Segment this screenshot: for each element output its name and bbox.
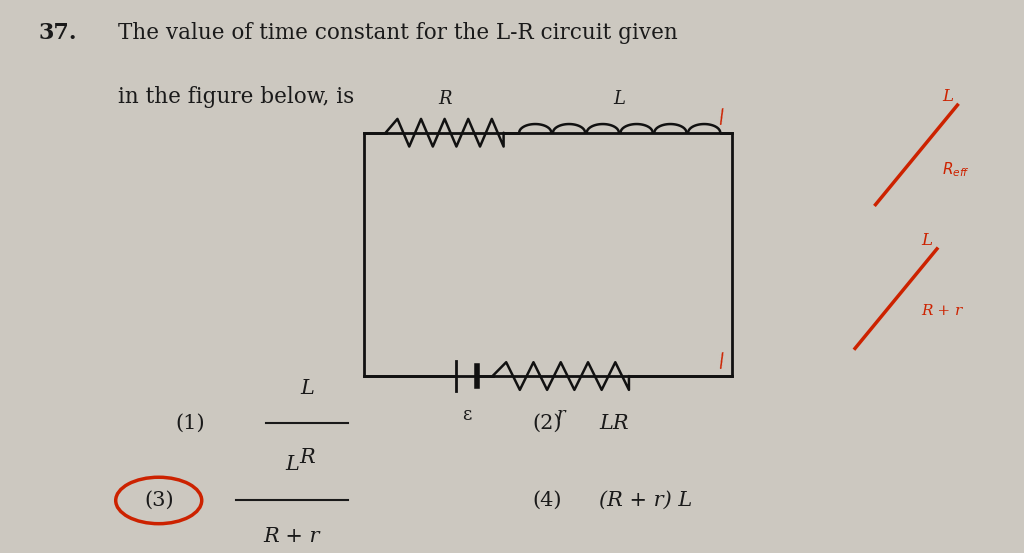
Text: L: L xyxy=(300,379,314,398)
Text: r: r xyxy=(556,406,565,425)
Text: $R_{eff}$: $R_{eff}$ xyxy=(942,160,970,179)
Text: L: L xyxy=(285,455,299,474)
Text: (1): (1) xyxy=(175,414,205,432)
Text: /: / xyxy=(717,107,727,127)
Text: (2): (2) xyxy=(532,414,562,432)
Text: LR: LR xyxy=(599,414,629,432)
Text: L: L xyxy=(613,90,626,108)
Text: The value of time constant for the L-R circuit given: The value of time constant for the L-R c… xyxy=(118,22,678,44)
Text: R + r: R + r xyxy=(922,304,963,318)
Text: R: R xyxy=(438,90,452,108)
Text: R + r: R + r xyxy=(263,527,321,546)
Text: R: R xyxy=(299,448,315,467)
Bar xyxy=(364,133,732,376)
Text: in the figure below, is: in the figure below, is xyxy=(118,86,354,108)
Text: (4): (4) xyxy=(532,491,562,510)
Text: /: / xyxy=(717,351,727,371)
Text: ε: ε xyxy=(462,406,471,425)
Text: L: L xyxy=(942,88,953,105)
Text: (R + r) L: (R + r) L xyxy=(599,491,692,510)
Text: 37.: 37. xyxy=(39,22,78,44)
Text: L: L xyxy=(922,232,933,249)
Text: (3): (3) xyxy=(144,491,173,510)
